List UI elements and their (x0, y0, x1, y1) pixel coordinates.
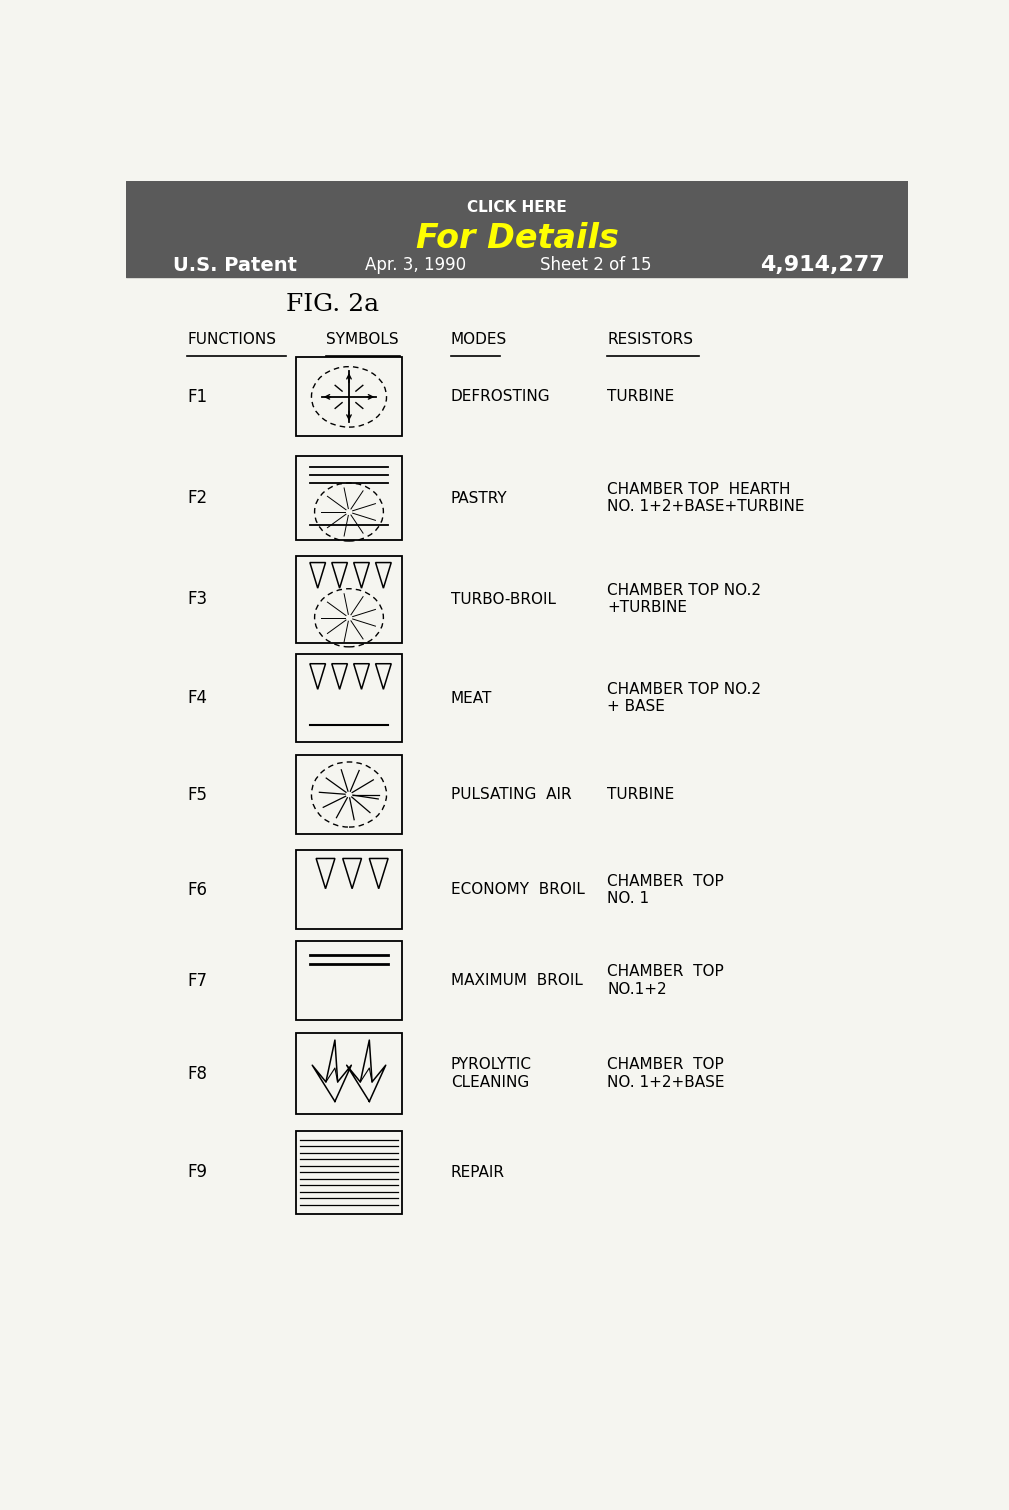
Text: RESISTORS: RESISTORS (607, 332, 693, 347)
Bar (297, 556, 402, 643)
Text: REPAIR: REPAIR (451, 1164, 504, 1179)
Text: F4: F4 (187, 689, 207, 707)
Text: TURBINE: TURBINE (607, 787, 674, 802)
Bar (297, 850, 402, 929)
Text: FIG. 2a: FIG. 2a (287, 293, 379, 316)
Text: F1: F1 (187, 388, 207, 406)
Text: F5: F5 (187, 785, 207, 803)
Text: CHAMBER TOP NO.2
+ BASE: CHAMBER TOP NO.2 + BASE (607, 683, 761, 714)
Bar (297, 1131, 402, 1214)
Bar (126, 181, 908, 276)
Text: F2: F2 (187, 489, 207, 507)
Text: PULSATING  AIR: PULSATING AIR (451, 787, 571, 802)
Text: F9: F9 (187, 1163, 207, 1181)
Text: F8: F8 (187, 1065, 207, 1083)
Bar (297, 1033, 402, 1114)
Text: FUNCTIONS: FUNCTIONS (187, 332, 276, 347)
Bar (297, 358, 402, 436)
Bar (297, 941, 402, 1021)
Text: F3: F3 (187, 590, 207, 609)
Text: DEFROSTING: DEFROSTING (451, 390, 550, 405)
Text: TURBINE: TURBINE (607, 390, 674, 405)
Text: PASTRY: PASTRY (451, 491, 508, 506)
Text: CLICK HERE: CLICK HERE (467, 201, 567, 216)
Text: For Details: For Details (416, 222, 619, 255)
Text: F6: F6 (187, 880, 207, 898)
Text: PYROLYTIC
CLEANING: PYROLYTIC CLEANING (451, 1057, 532, 1090)
Bar (297, 456, 402, 541)
Text: F7: F7 (187, 971, 207, 989)
Text: U.S. Patent: U.S. Patent (174, 255, 297, 275)
Bar (297, 654, 402, 741)
Bar (297, 755, 402, 834)
Text: CHAMBER TOP NO.2
+TURBINE: CHAMBER TOP NO.2 +TURBINE (607, 583, 761, 616)
Text: MEAT: MEAT (451, 690, 492, 705)
Text: CHAMBER  TOP
NO. 1: CHAMBER TOP NO. 1 (607, 874, 723, 906)
Text: Sheet 2 of 15: Sheet 2 of 15 (540, 257, 651, 275)
Text: CHAMBER  TOP
NO. 1+2+BASE: CHAMBER TOP NO. 1+2+BASE (607, 1057, 724, 1090)
Text: CHAMBER  TOP
NO.1+2: CHAMBER TOP NO.1+2 (607, 965, 723, 997)
Text: CHAMBER TOP  HEARTH
NO. 1+2+BASE+TURBINE: CHAMBER TOP HEARTH NO. 1+2+BASE+TURBINE (607, 482, 804, 515)
Text: 4,914,277: 4,914,277 (760, 255, 885, 275)
Text: MODES: MODES (451, 332, 507, 347)
Text: Apr. 3, 1990: Apr. 3, 1990 (365, 257, 466, 275)
Text: SYMBOLS: SYMBOLS (326, 332, 399, 347)
Text: ECONOMY  BROIL: ECONOMY BROIL (451, 882, 584, 897)
Text: MAXIMUM  BROIL: MAXIMUM BROIL (451, 972, 582, 988)
Text: TURBO-BROIL: TURBO-BROIL (451, 592, 556, 607)
